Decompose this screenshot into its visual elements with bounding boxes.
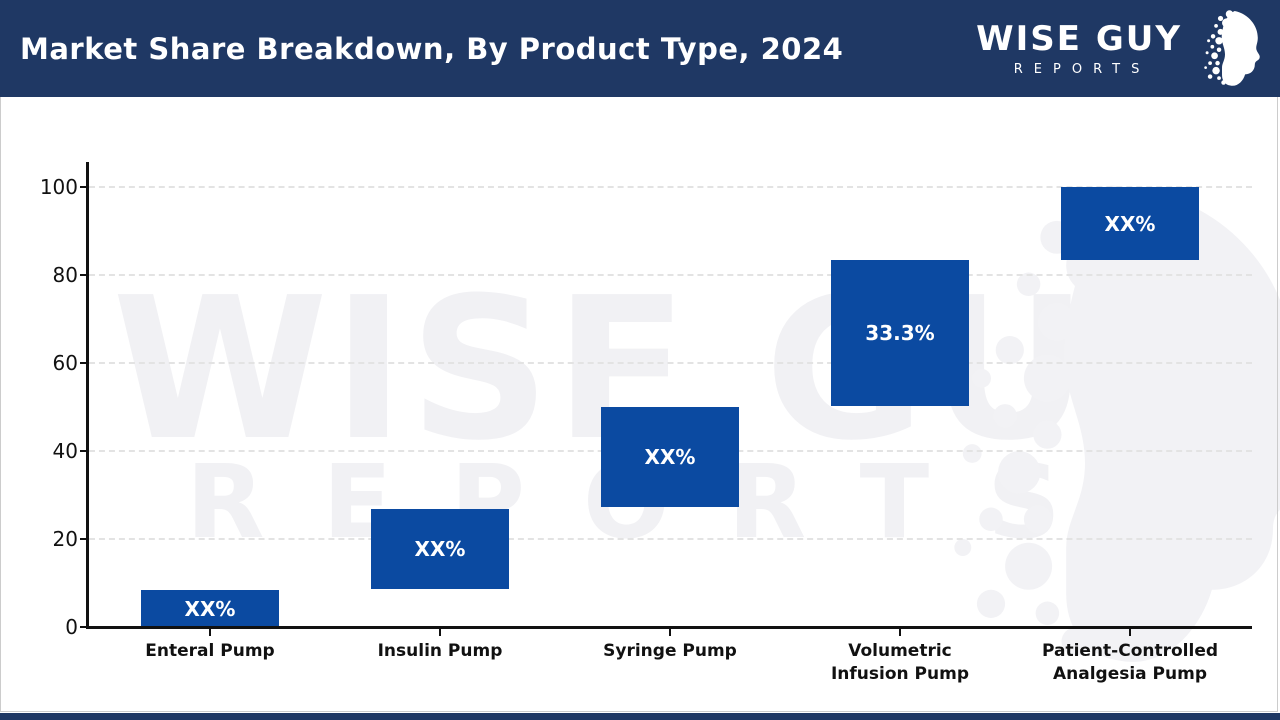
header-bar: Market Share Breakdown, By Product Type,… <box>0 0 1280 97</box>
gridline-20 <box>89 538 1252 540</box>
x-category-label-1: Insulin Pump <box>320 640 560 663</box>
y-tick-label-20: 20 <box>52 527 78 551</box>
y-tick-mark-80 <box>80 274 87 276</box>
y-tick-mark-100 <box>80 186 87 188</box>
bar-enteral-pump: XX% <box>141 590 279 627</box>
y-tick-mark-0 <box>80 626 87 628</box>
gridline-80 <box>89 274 1252 276</box>
wiseguy-face-icon <box>1204 10 1260 86</box>
bar-value-label: 33.3% <box>865 321 935 346</box>
footer-bar <box>0 713 1280 720</box>
y-axis-line <box>86 162 89 629</box>
bar-value-label: XX% <box>414 537 466 562</box>
x-category-label-line: Analgesia Pump <box>1052 663 1208 684</box>
bar-patient-controlled-analgesia-pump: XX% <box>1061 187 1199 261</box>
x-category-label-line: Insulin Pump <box>377 641 503 661</box>
page-title: Market Share Breakdown, By Product Type,… <box>20 31 844 66</box>
x-tick-mark-0 <box>209 629 211 636</box>
logo-name-text: WISE GUY <box>976 18 1182 59</box>
bar-volumetric-infusion-pump: 33.3% <box>831 260 969 407</box>
x-category-label-0: Enteral Pump <box>90 640 330 663</box>
x-axis-line <box>86 626 1252 629</box>
y-tick-mark-40 <box>80 450 87 452</box>
bar-value-label: XX% <box>184 596 236 621</box>
x-category-label-4: Patient-Controlled Analgesia Pump <box>1010 640 1250 686</box>
bar-value-label: XX% <box>644 444 696 469</box>
y-tick-label-100: 100 <box>39 175 78 199</box>
x-tick-mark-4 <box>1129 629 1131 636</box>
x-category-label-line: Syringe Pump <box>603 641 737 661</box>
y-tick-label-80: 80 <box>52 263 78 287</box>
y-tick-mark-20 <box>80 538 87 540</box>
x-category-label-3: Volumetric Infusion Pump <box>780 640 1020 686</box>
x-category-label-line: Infusion Pump <box>830 663 970 684</box>
x-tick-mark-3 <box>899 629 901 636</box>
bar-insulin-pump: XX% <box>371 509 509 590</box>
gridline-60 <box>89 362 1252 364</box>
bar-syringe-pump: XX% <box>601 407 739 507</box>
bar-value-label: XX% <box>1104 211 1156 236</box>
x-tick-mark-2 <box>669 629 671 636</box>
x-category-label-line: Enteral Pump <box>145 641 275 661</box>
x-category-label-line: Patient-Controlled <box>1041 641 1219 661</box>
x-category-label-line: Volumetric <box>848 641 952 661</box>
logo-text-block: WISE GUY REPORTS <box>976 22 1182 77</box>
gridline-100 <box>89 186 1252 188</box>
x-category-label-2: Syringe Pump <box>550 640 790 663</box>
y-tick-mark-60 <box>80 362 87 364</box>
x-tick-mark-1 <box>439 629 441 636</box>
logo-reports-text: REPORTS <box>1013 61 1151 77</box>
y-tick-label-0: 0 <box>65 615 78 639</box>
y-tick-label-60: 60 <box>52 351 78 375</box>
y-tick-label-40: 40 <box>52 439 78 463</box>
wiseguy-logo: WISE GUY REPORTS <box>976 6 1266 92</box>
